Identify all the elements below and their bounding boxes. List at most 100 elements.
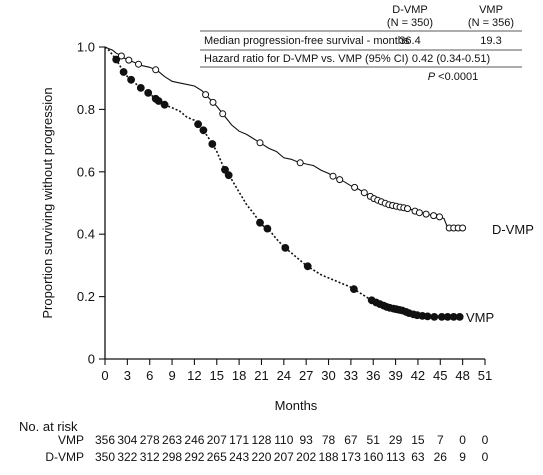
inset-table: D-VMP (N = 350) VMP (N = 356) Median pro…	[200, 4, 522, 83]
x-tick-label: 12	[187, 368, 201, 383]
x-tick-label: 6	[146, 368, 153, 383]
censor-marker-d-vmp	[415, 209, 423, 217]
censor-marker-d-vmp	[125, 56, 133, 64]
x-tick-label: 39	[388, 368, 402, 383]
risk-value-d-vmp: 207	[274, 450, 294, 464]
risk-value-vmp: 207	[207, 433, 227, 447]
censor-marker-vmp	[350, 285, 358, 294]
risk-value-d-vmp: 0	[482, 450, 489, 464]
x-tick-label: 0	[101, 368, 108, 383]
censor-marker-d-vmp	[202, 91, 210, 99]
risk-value-d-vmp: 292	[184, 450, 204, 464]
censor-marker-d-vmp	[436, 213, 443, 221]
censor-marker-d-vmp	[404, 205, 411, 213]
risk-value-vmp: 7	[437, 433, 444, 447]
risk-value-d-vmp: 220	[251, 450, 271, 464]
axes	[104, 47, 485, 360]
risk-value-d-vmp: 160	[363, 450, 383, 464]
x-tick-label: 27	[299, 368, 313, 383]
censor-marker-vmp	[208, 140, 217, 148]
risk-table-title: No. at risk	[19, 419, 78, 434]
risk-value-d-vmp: 113	[386, 450, 405, 464]
risk-value-vmp: 15	[411, 433, 425, 447]
censor-marker-vmp	[430, 313, 439, 321]
header-vmp-n: (N = 356)	[468, 17, 514, 29]
risk-value-d-vmp: 312	[140, 450, 160, 464]
censor-marker-d-vmp	[329, 172, 337, 180]
series-line-vmp	[104, 46, 463, 318]
p-value-text: <0.0001	[435, 71, 478, 83]
censor-marker-vmp	[303, 262, 312, 271]
y-tick-label: 0.2	[77, 289, 95, 304]
censor-marker-d-vmp	[422, 210, 430, 218]
risk-value-vmp: 304	[117, 433, 137, 447]
censor-marker-vmp	[423, 312, 432, 321]
censor-marker-vmp	[119, 68, 128, 76]
censor-marker-d-vmp	[360, 189, 368, 197]
censor-marker-d-vmp	[459, 224, 467, 232]
header-dvmp-n: (N = 350)	[387, 17, 433, 29]
censor-marker-d-vmp	[256, 139, 264, 147]
censor-marker-vmp	[112, 55, 121, 64]
x-tick-label: 21	[254, 368, 268, 383]
risk-value-vmp: 278	[140, 433, 160, 447]
series-label-vmp: VMP	[466, 310, 494, 325]
risk-value-vmp: 67	[344, 433, 358, 447]
censor-marker-vmp	[256, 218, 264, 227]
censor-marker-vmp	[281, 244, 290, 252]
median-pfs-vmp: 19.3	[480, 35, 501, 47]
risk-value-vmp: 0	[482, 433, 489, 447]
censor-marker-d-vmp	[336, 176, 344, 184]
risk-value-d-vmp: 173	[341, 450, 361, 464]
x-tick-label: 30	[321, 368, 335, 383]
risk-value-vmp: 78	[322, 433, 336, 447]
risk-value-vmp: 263	[162, 433, 182, 447]
x-tick-label: 18	[232, 368, 246, 383]
header-vmp-name: VMP	[479, 4, 503, 16]
x-tick-label: 51	[478, 368, 492, 383]
risk-row-label-vmp: VMP	[58, 433, 84, 447]
censor-marker-vmp	[144, 89, 153, 97]
censor-marker-d-vmp	[351, 183, 359, 191]
x-tick-label: 15	[210, 368, 224, 383]
x-tick-label: 48	[455, 368, 469, 383]
censor-marker-d-vmp	[209, 98, 217, 106]
risk-value-d-vmp: 265	[207, 450, 227, 464]
series-layer	[104, 46, 467, 321]
risk-value-vmp: 246	[184, 433, 204, 447]
x-ticks: 0 3 6 9 12 15 18 21 24 27 30 33 36 39 42 45 48 51	[101, 359, 492, 383]
risk-value-d-vmp: 243	[229, 450, 249, 464]
x-tick-label: 9	[168, 368, 175, 383]
risk-value-d-vmp: 188	[319, 450, 339, 464]
x-tick-label: 3	[124, 368, 131, 383]
y-tick-label: 0.4	[77, 227, 95, 242]
risk-value-vmp: 29	[389, 433, 403, 447]
y-tick-label: 1.0	[77, 40, 95, 55]
risk-table: VMP 356 304 278 263 246 207 171 128 110 93 78 67 51 29…	[45, 433, 488, 464]
median-pfs-dvmp: 36.4	[399, 35, 420, 47]
censor-marker-vmp	[199, 126, 208, 135]
censor-marker-vmp	[160, 100, 169, 109]
risk-value-vmp: 171	[229, 433, 249, 447]
series-line-d-vmp	[104, 46, 463, 229]
risk-value-vmp: 110	[274, 433, 293, 447]
hazard-ratio-label: Hazard ratio for D-VMP vs. VMP (95% CI)	[204, 53, 408, 65]
x-tick-label: 42	[411, 368, 425, 383]
risk-value-d-vmp: 26	[434, 450, 448, 464]
censor-marker-d-vmp	[152, 66, 160, 74]
risk-value-d-vmp: 322	[117, 450, 137, 464]
risk-value-vmp: 356	[95, 433, 115, 447]
risk-value-d-vmp: 298	[162, 450, 182, 464]
censor-marker-vmp	[194, 120, 203, 129]
censor-marker-vmp	[221, 165, 229, 174]
censor-marker-vmp	[127, 75, 136, 84]
censor-marker-d-vmp	[117, 52, 125, 60]
censor-marker-vmp	[224, 171, 233, 180]
risk-value-vmp: 51	[367, 433, 381, 447]
censor-marker-vmp	[154, 97, 163, 105]
p-value: P <0.0001	[428, 71, 478, 83]
censor-marker-vmp	[263, 224, 272, 233]
y-tick-label: 0.8	[77, 102, 95, 117]
censor-marker-d-vmp	[430, 212, 438, 220]
